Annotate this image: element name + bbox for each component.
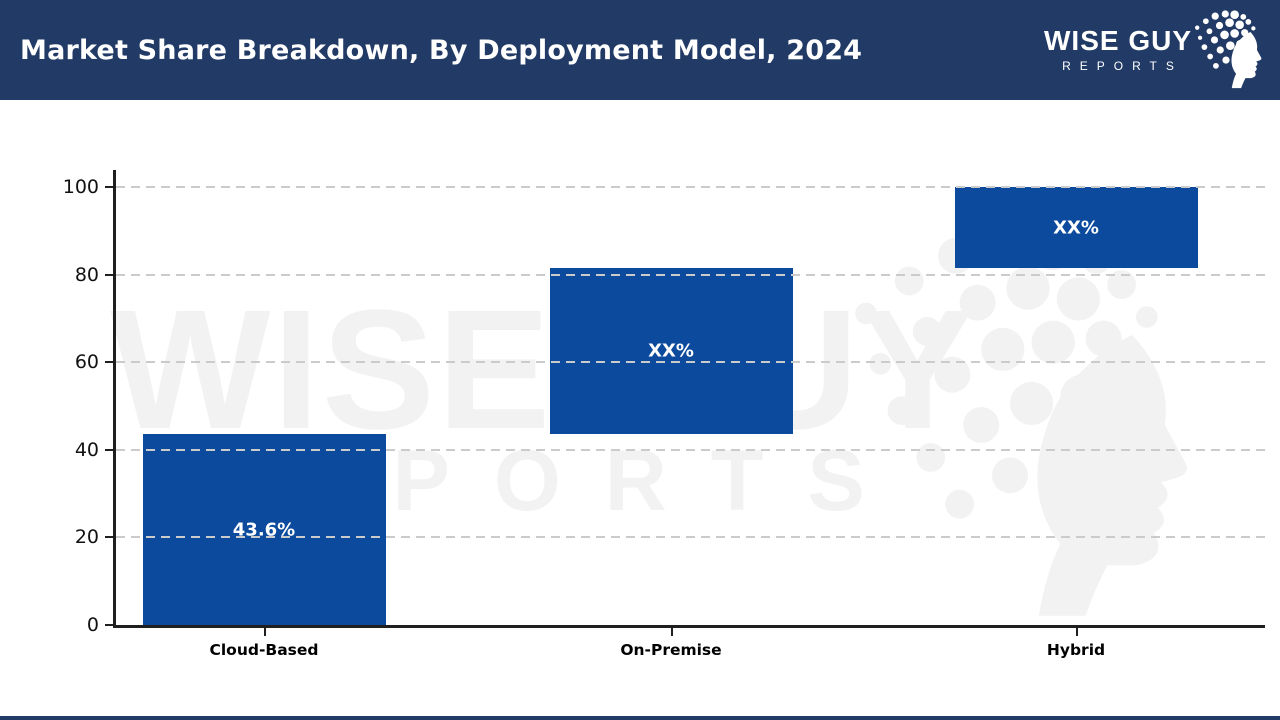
y-tick-label-40: 40 [74,438,99,461]
y-tick-label-60: 60 [74,351,99,374]
x-tick-on-premise [671,628,673,636]
brand-logo: WISE GUY REPORTS [1044,0,1262,100]
y-tick-20 [105,536,113,539]
bar-label-hybrid: XX% [1053,217,1099,238]
bar-label-cloud-based: 43.6% [232,519,296,541]
y-tick-40 [105,448,113,451]
bar-hybrid [954,187,1198,269]
header-bar: Market Share Breakdown, By Deployment Mo… [0,0,1280,100]
gridline-y60 [116,361,1265,364]
brand-logo-text: WISE GUY REPORTS [1044,26,1192,74]
gridline-y40 [116,448,1265,451]
x-tick-label-hybrid: Hybrid [1046,641,1106,659]
y-tick-100 [105,186,113,188]
y-tick-0 [105,624,113,626]
watermark-wiseguy-text: WISE GUY [110,275,977,465]
footer-bar [0,716,1280,720]
brand-head-icon [1195,10,1262,89]
bar-on-premise [549,268,793,435]
y-tick-80 [105,273,113,276]
y-axis-line [113,170,116,628]
gridline-y20 [116,536,1265,539]
y-tick-label-100: 100 [62,176,99,198]
bar-cloud-based [142,434,386,625]
x-tick-label-on-premise: On-Premise [620,641,722,659]
y-tick-label-20: 20 [74,526,99,549]
y-tick-60 [105,361,113,364]
gridline-y100 [116,186,1265,188]
gridline-y80 [116,273,1265,276]
brand-subname: REPORTS [1062,59,1183,73]
y-tick-label-0: 0 [86,614,99,636]
x-tick-label-cloud-based: Cloud-Based [209,641,319,659]
brand-name: WISE GUY [1043,25,1192,56]
x-tick-cloud-based [264,628,266,636]
x-tick-hybrid [1076,628,1078,636]
chart-title: Market Share Breakdown, By Deployment Mo… [20,34,863,66]
x-axis-line [113,625,1265,628]
y-tick-label-80: 80 [74,263,99,286]
watermark-head-dots-graphic [855,227,1187,616]
bar-label-on-premise: XX% [648,340,694,362]
